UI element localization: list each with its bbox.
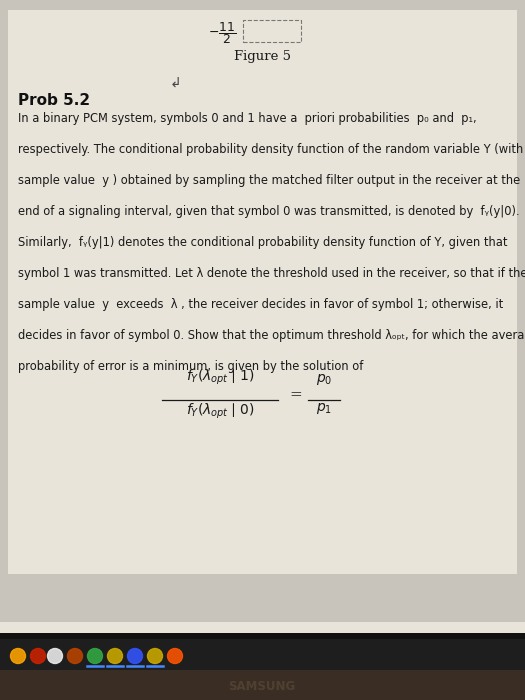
Text: symbol 1 was transmitted. Let λ denote the threshold used in the receiver, so th: symbol 1 was transmitted. Let λ denote t…	[18, 267, 525, 280]
Bar	[243, 20, 301, 42]
Text: end of a signaling interval, given that symbol 0 was transmitted, is denoted by : end of a signaling interval, given that …	[18, 205, 520, 218]
Circle shape	[88, 648, 102, 664]
Text: =: =	[290, 389, 302, 402]
Circle shape	[167, 648, 183, 664]
Circle shape	[10, 648, 26, 664]
Bar	[0, 633, 525, 641]
Text: In a binary PCM system, symbols 0 and 1 have a  priori probabilities  p₀ and  p₁: In a binary PCM system, symbols 0 and 1 …	[18, 112, 477, 125]
Circle shape	[108, 648, 122, 664]
Text: Similarly,  fᵧ(y|1) denotes the conditional probability density function of Y, g: Similarly, fᵧ(y|1) denotes the condition…	[18, 236, 508, 249]
Text: sample value  y  exceeds  λ , the receiver decides in favor of symbol 1; otherwi: sample value y exceeds λ , the receiver …	[18, 298, 503, 312]
Text: ↲: ↲	[170, 77, 182, 91]
Circle shape	[30, 648, 46, 664]
Text: respectively. The conditional probability density function of the random variabl: respectively. The conditional probabilit…	[18, 143, 523, 156]
Bar	[0, 639, 525, 672]
Text: probability of error is a minimum, is given by the solution of: probability of error is a minimum, is gi…	[18, 360, 363, 373]
Circle shape	[128, 648, 142, 664]
Text: $p_0$: $p_0$	[316, 372, 332, 386]
Text: Prob 5.2: Prob 5.2	[18, 93, 90, 108]
Text: decides in favor of symbol 0. Show that the optimum threshold λₒₚₜ, for which th: decides in favor of symbol 0. Show that …	[18, 330, 525, 342]
Circle shape	[148, 648, 163, 664]
Circle shape	[47, 648, 62, 664]
Bar	[0, 622, 525, 637]
Text: $f_Y(\lambda_{opt}\mid 1)$: $f_Y(\lambda_{opt}\mid 1)$	[186, 368, 254, 386]
Text: Figure 5: Figure 5	[234, 50, 290, 63]
Text: sample value  y ) obtained by sampling the matched filter output in the receiver: sample value y ) obtained by sampling th…	[18, 174, 520, 187]
Circle shape	[68, 648, 82, 664]
Text: SAMSUNG: SAMSUNG	[228, 680, 296, 692]
Text: $p_1$: $p_1$	[316, 401, 332, 416]
Bar	[0, 670, 525, 700]
Text: $f_Y(\lambda_{opt}\mid 0)$: $f_Y(\lambda_{opt}\mid 0)$	[186, 401, 254, 421]
Text: $-\dfrac{11}{2}$: $-\dfrac{11}{2}$	[208, 20, 236, 46]
